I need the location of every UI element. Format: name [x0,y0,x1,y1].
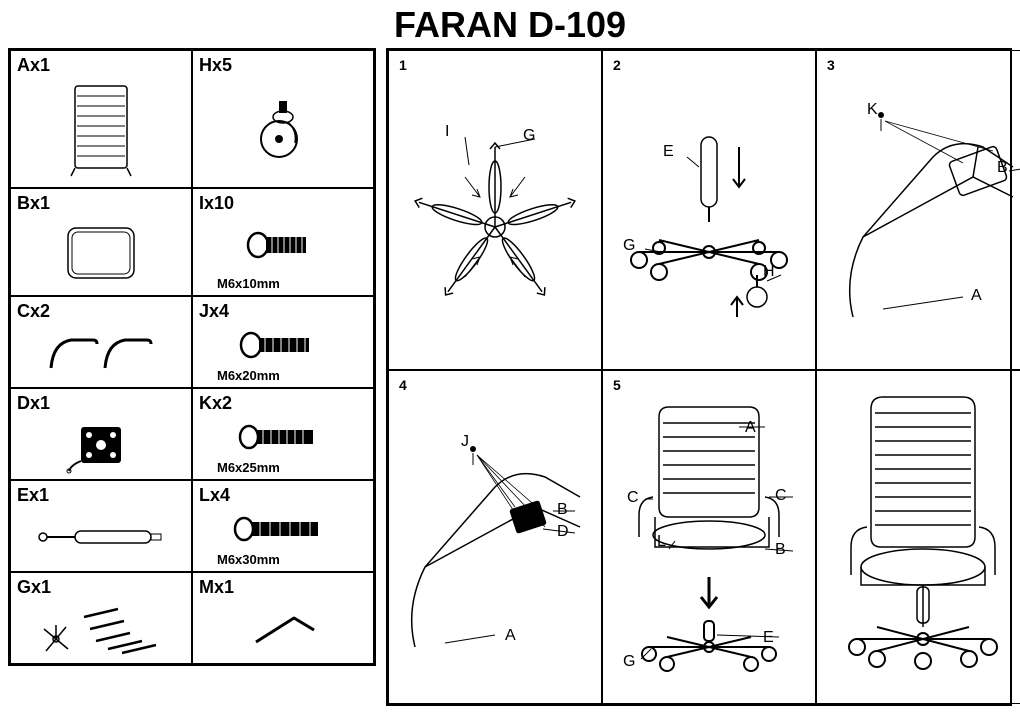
callout-E: E [663,143,674,161]
callout-K: K [867,101,878,119]
product-title: FARAN D-109 [394,4,626,46]
part-illus-screw-j [199,322,367,368]
callout-H: H [763,263,775,281]
callout-G: G [523,127,535,145]
part-illus-base [17,598,185,659]
part-spec: M6x25mm [199,460,367,475]
step-number: 1 [399,57,407,73]
step-illus-gaslift [609,57,809,357]
part-label: Jx4 [199,301,367,322]
step-5: 5 [602,370,816,704]
part-spec: M6x20mm [199,368,367,383]
step-number: 3 [827,57,835,73]
part-J: Jx4 M6x20mm [192,296,374,388]
callout-B: B [997,159,1008,177]
part-A: Ax1 [10,50,192,188]
step-4: 4 J B D A [388,370,602,704]
part-label: Ix10 [199,193,367,214]
callout-I: I [445,123,449,141]
part-label: Gx1 [17,577,185,598]
part-B: Bx1 [10,188,192,296]
callout-B: B [557,501,568,519]
part-I: Ix10 M6x10mm [192,188,374,296]
part-label: Lx4 [199,485,367,506]
step-2: 2 E G H [602,50,816,370]
part-illus-screw-k [199,414,367,460]
callout-A: A [505,627,516,645]
part-H: Hx5 [192,50,374,188]
part-label: Ax1 [17,55,185,76]
part-illus-armrest [17,322,185,383]
part-E: Ex1 [10,480,192,572]
step-3: 3 K B A [816,50,1020,370]
part-label: Ex1 [17,485,185,506]
part-illus-caster [199,76,367,183]
part-M: Mx1 [192,572,374,664]
step-illus-seat-attach [823,57,1020,357]
step-illus-armrests [609,377,809,697]
step-1: 1 I G [388,50,602,370]
part-label: Kx2 [199,393,367,414]
part-label: Bx1 [17,193,185,214]
step-final [816,370,1020,704]
part-label: Mx1 [199,577,367,598]
assembly-steps: 1 I G 2 [386,48,1012,706]
callout-G: G [623,653,635,671]
part-L: Lx4 M6x30mm [192,480,374,572]
callout-A: A [971,287,982,305]
step-illus-base-assembly [395,57,595,337]
part-D: Dx1 [10,388,192,480]
part-label: Cx2 [17,301,185,322]
part-K: Kx2 M6x25mm [192,388,374,480]
part-illus-mechanism [17,414,185,475]
part-C: Cx2 [10,296,192,388]
parts-list: Ax1 Hx5 [8,48,376,666]
callout-L: L [657,533,666,551]
part-illus-screw-i [199,214,367,276]
callout-E: E [763,629,774,647]
step-number: 5 [613,377,621,393]
callout-C: C [775,487,787,505]
part-spec: M6x10mm [199,276,367,291]
part-label: Dx1 [17,393,185,414]
step-number: 4 [399,377,407,393]
callout-A: A [745,419,756,437]
part-illus-gaslift [17,506,185,567]
part-illus-allenkey [199,598,367,659]
step-number: 2 [613,57,621,73]
callout-C: C [627,489,639,507]
part-label: Hx5 [199,55,367,76]
part-illus-screw-l [199,506,367,552]
part-illus-backrest [17,76,185,183]
callout-B: B [775,541,786,559]
callout-G: G [623,237,635,255]
callout-J: J [461,433,469,451]
part-illus-seat [17,214,185,291]
part-G: Gx1 [10,572,192,664]
part-spec: M6x30mm [199,552,367,567]
callout-D: D [557,523,569,541]
step-illus-final-chair [823,377,1020,697]
